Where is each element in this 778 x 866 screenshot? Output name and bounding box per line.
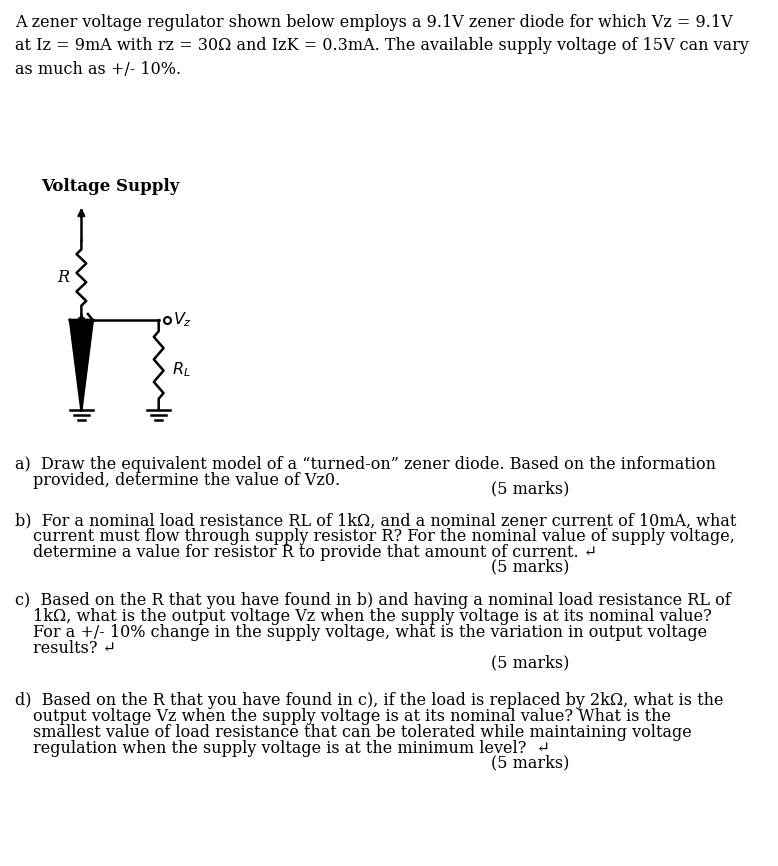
Text: $V_z$: $V_z$ (173, 311, 192, 329)
Text: b)  For a nominal load resistance RL of 1kΩ, and a nominal zener current of 10mA: b) For a nominal load resistance RL of 1… (15, 512, 736, 529)
Polygon shape (70, 320, 93, 410)
Text: Voltage Supply: Voltage Supply (40, 178, 179, 195)
Text: A zener voltage regulator shown below employs a 9.1V zener diode for which Vz = : A zener voltage regulator shown below em… (15, 14, 748, 78)
Text: (5 marks): (5 marks) (491, 480, 569, 497)
Text: determine a value for resistor R to provide that amount of current. ↵: determine a value for resistor R to prov… (33, 544, 597, 561)
Text: For a +/- 10% change in the supply voltage, what is the variation in output volt: For a +/- 10% change in the supply volta… (33, 624, 706, 641)
Text: c)  Based on the R that you have found in b) and having a nominal load resistanc: c) Based on the R that you have found in… (15, 592, 731, 609)
Text: R: R (58, 269, 69, 286)
Text: output voltage Vz when the supply voltage is at its nominal value? What is the: output voltage Vz when the supply voltag… (33, 708, 671, 725)
Text: provided, determine the value of Vz0.: provided, determine the value of Vz0. (33, 472, 340, 489)
Text: results? ↵: results? ↵ (33, 640, 116, 657)
Text: 1kΩ, what is the output voltage Vz when the supply voltage is at its nominal val: 1kΩ, what is the output voltage Vz when … (33, 608, 711, 625)
Text: regulation when the supply voltage is at the minimum level?  ↵: regulation when the supply voltage is at… (33, 740, 549, 757)
Text: smallest value of load resistance that can be tolerated while maintaining voltag: smallest value of load resistance that c… (33, 724, 692, 741)
Text: (5 marks): (5 marks) (491, 754, 569, 771)
Text: current must flow through supply resistor R? For the nominal value of supply vol: current must flow through supply resisto… (33, 528, 734, 545)
Text: a)  Draw the equivalent model of a “turned-on” zener diode. Based on the informa: a) Draw the equivalent model of a “turne… (15, 456, 716, 473)
Text: (5 marks): (5 marks) (491, 654, 569, 671)
Text: $R_L$: $R_L$ (172, 360, 191, 379)
Text: (5 marks): (5 marks) (491, 558, 569, 575)
Text: d)  Based on the R that you have found in c), if the load is replaced by 2kΩ, wh: d) Based on the R that you have found in… (15, 692, 723, 709)
